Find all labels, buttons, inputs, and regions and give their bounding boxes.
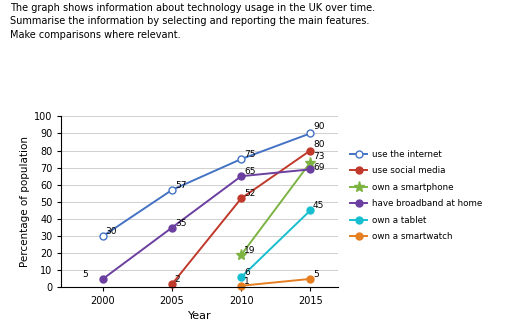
Y-axis label: Percentage of population: Percentage of population	[20, 136, 30, 267]
Text: 90: 90	[313, 122, 325, 130]
Line: use social media: use social media	[168, 147, 314, 287]
have broadband at home	[100, 277, 106, 281]
Legend: use the internet, use social media, own a smartphone, have broadband at home, ow: use the internet, use social media, own …	[350, 150, 482, 241]
Text: 75: 75	[244, 150, 255, 159]
Line: own a tablet: own a tablet	[238, 207, 314, 281]
use social media	[238, 196, 244, 200]
use social media	[169, 282, 175, 286]
X-axis label: Year: Year	[188, 311, 211, 321]
use the internet	[100, 234, 106, 238]
own a smartphone	[307, 161, 313, 164]
Text: 69: 69	[313, 163, 325, 172]
own a smartwatch	[238, 284, 244, 288]
Text: 19: 19	[244, 246, 255, 255]
Text: 35: 35	[175, 219, 186, 227]
Text: 30: 30	[105, 227, 117, 236]
use social media	[307, 149, 313, 152]
Text: 2: 2	[175, 275, 180, 284]
own a tablet	[238, 275, 244, 279]
Line: use the internet: use the internet	[99, 130, 314, 240]
Line: own a smartwatch: own a smartwatch	[238, 276, 314, 289]
own a smartphone	[238, 253, 244, 257]
Text: 5: 5	[313, 270, 319, 279]
have broadband at home	[307, 167, 313, 171]
own a smartwatch	[307, 277, 313, 281]
Text: 65: 65	[244, 167, 255, 176]
Text: 73: 73	[313, 152, 325, 161]
Text: 6: 6	[244, 268, 250, 277]
Text: 80: 80	[313, 140, 325, 149]
use the internet	[307, 131, 313, 135]
have broadband at home	[238, 174, 244, 178]
own a tablet	[307, 209, 313, 213]
Line: have broadband at home: have broadband at home	[99, 166, 314, 282]
use the internet	[169, 188, 175, 192]
Text: The graph shows information about technology usage in the UK over time.
Summaris: The graph shows information about techno…	[10, 3, 375, 40]
have broadband at home	[169, 225, 175, 229]
Text: 52: 52	[244, 190, 255, 198]
Text: 57: 57	[175, 181, 186, 190]
Text: 1: 1	[244, 277, 250, 286]
use the internet	[238, 157, 244, 161]
Text: 45: 45	[313, 202, 325, 211]
Line: own a smartphone: own a smartphone	[236, 157, 316, 260]
Text: 5: 5	[82, 270, 88, 279]
